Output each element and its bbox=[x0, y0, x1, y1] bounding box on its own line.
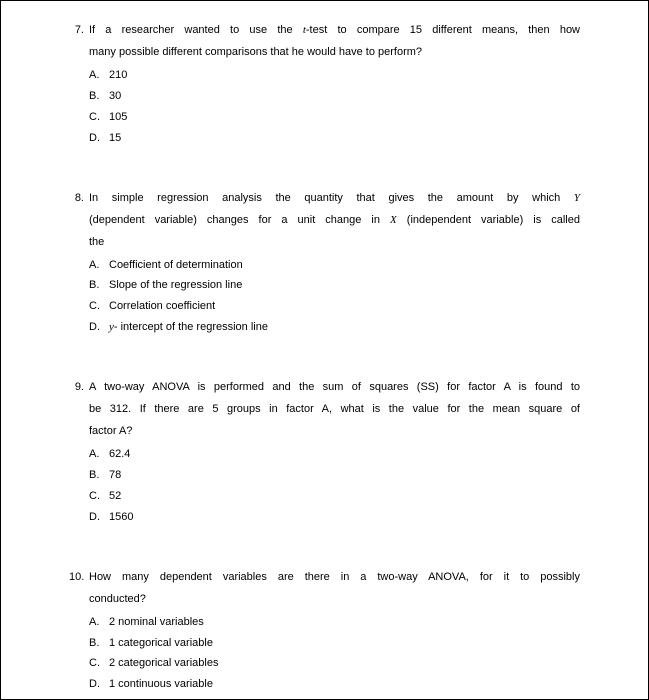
question-line: In simple regression analysis the quanti… bbox=[89, 187, 580, 209]
option-b: B.30 bbox=[89, 86, 580, 107]
question-9: 9.A two-way ANOVA is performed and the s… bbox=[69, 376, 580, 528]
option-letter: B. bbox=[89, 633, 109, 654]
options-list: A.62.4B.78C.52D.1560 bbox=[89, 444, 580, 528]
option-b: B.Slope of the regression line bbox=[89, 275, 580, 296]
question-body: If a researcher wanted to use the t-test… bbox=[89, 19, 580, 149]
option-letter: D. bbox=[89, 674, 109, 695]
option-b: B.78 bbox=[89, 465, 580, 486]
option-b: B.1 categorical variable bbox=[89, 633, 580, 654]
option-text: 105 bbox=[109, 107, 580, 128]
question-7: 7.If a researcher wanted to use the t-te… bbox=[69, 19, 580, 149]
option-text: 52 bbox=[109, 486, 580, 507]
option-letter: C. bbox=[89, 486, 109, 507]
question-text: 8.In simple regression analysis the quan… bbox=[69, 187, 580, 339]
option-letter: A. bbox=[89, 612, 109, 633]
option-letter: B. bbox=[89, 465, 109, 486]
question-line: conducted? bbox=[89, 588, 580, 610]
option-d: D.y- intercept of the regression line bbox=[89, 317, 580, 338]
option-letter: C. bbox=[89, 107, 109, 128]
question-text: 9.A two-way ANOVA is performed and the s… bbox=[69, 376, 580, 528]
question-line: be 312. If there are 5 groups in factor … bbox=[89, 398, 580, 420]
option-letter: C. bbox=[89, 653, 109, 674]
option-text: 78 bbox=[109, 465, 580, 486]
option-text: 1 continuous variable bbox=[109, 674, 580, 695]
question-body: How many dependent variables are there i… bbox=[89, 566, 580, 696]
question-line: the bbox=[89, 231, 580, 253]
options-list: A.Coefficient of determinationB.Slope of… bbox=[89, 255, 580, 339]
option-text: Coefficient of determination bbox=[109, 255, 580, 276]
option-text: 210 bbox=[109, 65, 580, 86]
option-c: C.52 bbox=[89, 486, 580, 507]
question-body: In simple regression analysis the quanti… bbox=[89, 187, 580, 339]
option-c: C.Correlation coefficient bbox=[89, 296, 580, 317]
option-letter: B. bbox=[89, 86, 109, 107]
option-letter: D. bbox=[89, 128, 109, 149]
option-a: A.Coefficient of determination bbox=[89, 255, 580, 276]
option-text: y- intercept of the regression line bbox=[109, 317, 580, 338]
option-d: D.15 bbox=[89, 128, 580, 149]
option-letter: A. bbox=[89, 65, 109, 86]
options-list: A.2 nominal variablesB.1 categorical var… bbox=[89, 612, 580, 696]
option-text: 1 categorical variable bbox=[109, 633, 580, 654]
option-c: C.2 categorical variables bbox=[89, 653, 580, 674]
option-text: 30 bbox=[109, 86, 580, 107]
question-line: many possible different comparisons that… bbox=[89, 41, 580, 63]
option-a: A.210 bbox=[89, 65, 580, 86]
option-letter: B. bbox=[89, 275, 109, 296]
question-line: How many dependent variables are there i… bbox=[89, 566, 580, 588]
option-d: D.1 continuous variable bbox=[89, 674, 580, 695]
question-10: 10.How many dependent variables are ther… bbox=[69, 566, 580, 696]
option-c: C.105 bbox=[89, 107, 580, 128]
question-number: 10. bbox=[69, 566, 89, 696]
option-text: 1560 bbox=[109, 507, 580, 528]
option-text: Correlation coefficient bbox=[109, 296, 580, 317]
question-number: 7. bbox=[69, 19, 89, 149]
options-list: A.210B.30C.105D.15 bbox=[89, 65, 580, 149]
question-line: (dependent variable) changes for a unit … bbox=[89, 209, 580, 231]
question-text: 10.How many dependent variables are ther… bbox=[69, 566, 580, 696]
option-d: D.1560 bbox=[89, 507, 580, 528]
option-letter: D. bbox=[89, 317, 109, 338]
question-number: 8. bbox=[69, 187, 89, 339]
question-body: A two-way ANOVA is performed and the sum… bbox=[89, 376, 580, 528]
option-text: Slope of the regression line bbox=[109, 275, 580, 296]
option-text: 15 bbox=[109, 128, 580, 149]
question-line: A two-way ANOVA is performed and the sum… bbox=[89, 376, 580, 398]
option-text: 2 categorical variables bbox=[109, 653, 580, 674]
questions-container: 7.If a researcher wanted to use the t-te… bbox=[69, 19, 580, 695]
question-8: 8.In simple regression analysis the quan… bbox=[69, 187, 580, 339]
question-line: If a researcher wanted to use the t-test… bbox=[89, 19, 580, 41]
option-letter: A. bbox=[89, 255, 109, 276]
option-a: A.2 nominal variables bbox=[89, 612, 580, 633]
option-a: A.62.4 bbox=[89, 444, 580, 465]
question-number: 9. bbox=[69, 376, 89, 528]
option-letter: C. bbox=[89, 296, 109, 317]
question-text: 7.If a researcher wanted to use the t-te… bbox=[69, 19, 580, 149]
option-letter: A. bbox=[89, 444, 109, 465]
option-text: 62.4 bbox=[109, 444, 580, 465]
option-letter: D. bbox=[89, 507, 109, 528]
question-line: factor A? bbox=[89, 420, 580, 442]
option-text: 2 nominal variables bbox=[109, 612, 580, 633]
